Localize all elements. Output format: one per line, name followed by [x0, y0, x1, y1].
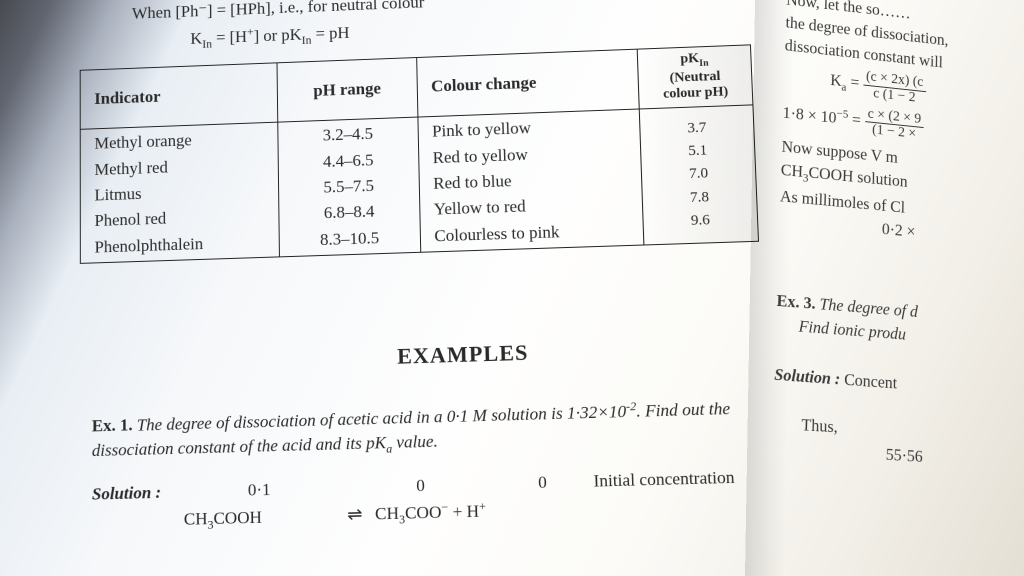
left-page: When [Ph⁻] = [HPh], i.e., for neutral co…: [74, 0, 809, 576]
solution-label: Solution :: [92, 482, 161, 504]
pk-in-label: pKIn: [680, 51, 709, 67]
right-page: Now, let the so…… the degree of dissocia…: [747, 0, 1024, 576]
r-solution: Solution : Concent: [774, 365, 1024, 403]
init-c2: 0: [340, 473, 502, 498]
col-indicator: Indicator: [80, 63, 278, 130]
init-c3: 0: [501, 471, 583, 494]
eq-rhs: CH3COO− + H+: [375, 497, 548, 528]
col-ph-range: pH range: [277, 58, 417, 123]
init-label: Initial concentration: [593, 467, 735, 491]
r-thus: Thus,: [801, 415, 1024, 450]
example-1: Ex. 1. The degree of dissociation of ace…: [92, 393, 780, 466]
col-pk-in: pKIn (Neutral colour pH): [638, 45, 753, 109]
eq-arrow: ⇌: [334, 503, 375, 526]
cell-range: 3.2–4.5 4.4–6.5 5.5–7.5 6.8–8.4 8.3–10.5: [278, 117, 420, 257]
init-c1: 0·1: [179, 478, 340, 503]
examples-heading: EXAMPLES: [133, 331, 799, 377]
cell-pk: 3.7 5.1 7.0 7.8 9.6: [640, 105, 759, 245]
pk-in-sub1: (Neutral: [669, 69, 720, 86]
ex1-lead: Ex. 1.: [92, 415, 133, 435]
pk-in-sub2: colour pH): [663, 85, 729, 102]
r-num-end: 55·56: [886, 445, 1024, 474]
col-colour-change: Colour change: [416, 49, 639, 117]
cell-change: Pink to yellow Red to yellow Red to blue…: [417, 109, 644, 252]
cell-indicator: Methyl orange Methyl red Litmus Phenol r…: [80, 122, 279, 263]
table-row: Methyl orange Methyl red Litmus Phenol r…: [80, 105, 758, 263]
ex1-body: The degree of dissociation of acetic aci…: [92, 398, 731, 460]
eq-lhs: CH3COOH: [184, 505, 335, 533]
indicator-table: Indicator pH range Colour change pKIn (N…: [80, 44, 759, 263]
